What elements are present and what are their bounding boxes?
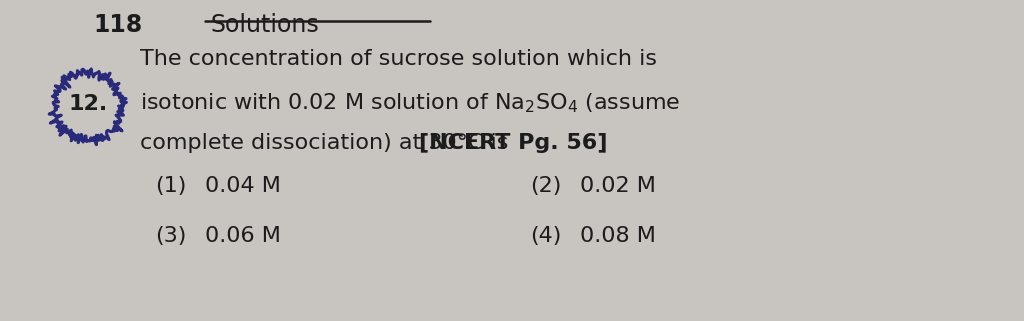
Text: The concentration of sucrose solution which is: The concentration of sucrose solution wh… (140, 49, 657, 69)
Text: 118: 118 (93, 13, 142, 37)
Text: 0.08 M: 0.08 M (580, 226, 656, 246)
Text: (3): (3) (155, 226, 186, 246)
Text: 0.02 M: 0.02 M (580, 176, 656, 196)
Text: (4): (4) (530, 226, 561, 246)
Text: 12.: 12. (69, 94, 108, 114)
Text: isotonic with 0.02 M solution of Na$_2$SO$_4$ (assume: isotonic with 0.02 M solution of Na$_2$S… (140, 91, 680, 115)
Text: 0.06 M: 0.06 M (205, 226, 281, 246)
Text: Solutions: Solutions (210, 13, 318, 37)
Text: complete dissociation) at 30°C is: complete dissociation) at 30°C is (140, 133, 515, 153)
Text: (1): (1) (155, 176, 186, 196)
Text: 0.04 M: 0.04 M (205, 176, 281, 196)
Text: [NCERT Pg. 56]: [NCERT Pg. 56] (419, 133, 607, 153)
Text: (2): (2) (530, 176, 561, 196)
